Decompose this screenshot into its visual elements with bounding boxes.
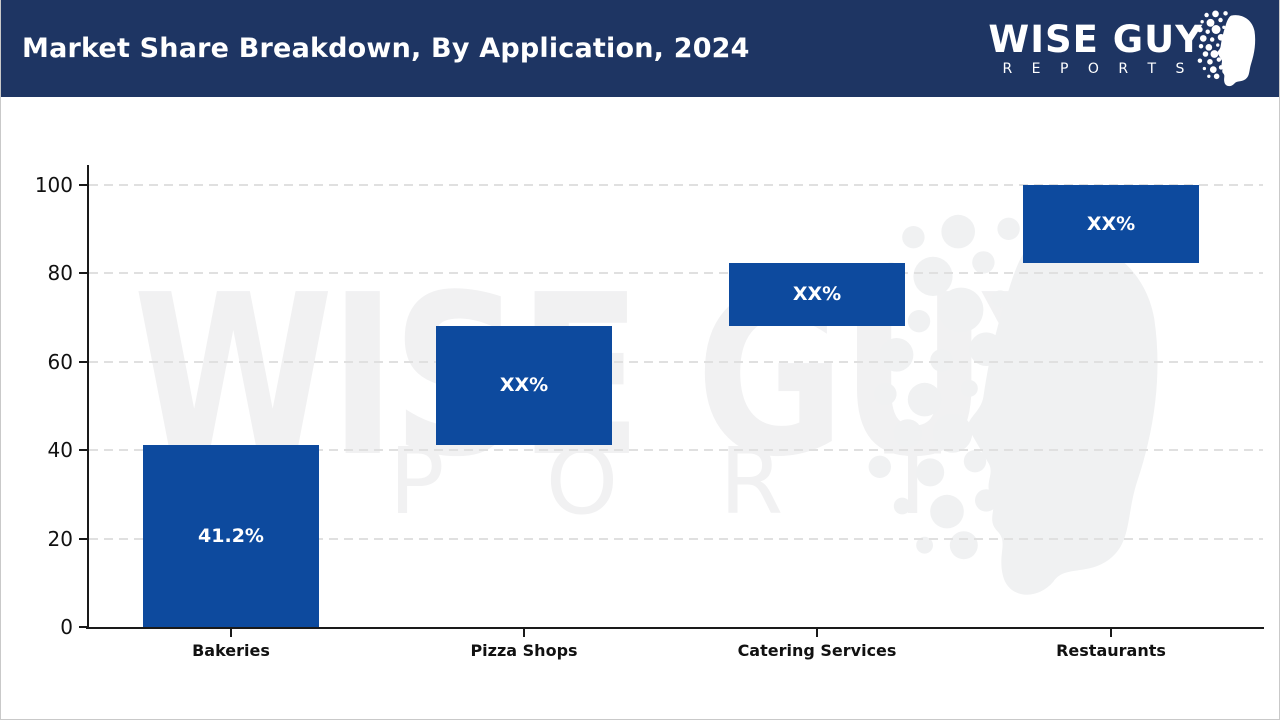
y-tick-mark-60 <box>79 360 87 363</box>
x-tick-label-bakeries: Bakeries <box>192 641 270 660</box>
gridline-80 <box>89 272 1263 275</box>
x-tick-mark-pizza-shops <box>523 629 525 637</box>
logo-wordmark: WISE GUY <box>988 18 1203 62</box>
x-tick-label-pizza-shops: Pizza Shops <box>470 641 578 660</box>
y-tick-mark-100 <box>79 184 87 186</box>
bar-value-label: XX% <box>1086 212 1136 235</box>
bar-value-label: XX% <box>792 283 842 306</box>
y-tick-label-80: 80 <box>47 261 73 286</box>
x-axis <box>86 627 1264 629</box>
y-tick-label-40: 40 <box>47 438 73 463</box>
y-tick-mark-20 <box>79 537 87 540</box>
bar-value-label: XX% <box>499 374 549 397</box>
logo-subtext: R E P O R T S <box>1002 60 1192 77</box>
x-tick-mark-catering-services <box>816 629 818 637</box>
bar-bakeries: 41.2% <box>143 444 319 627</box>
y-tick-label-100: 100 <box>34 173 73 197</box>
gridline-20 <box>89 537 1263 540</box>
bar-pizza-shops: XX% <box>436 325 612 445</box>
bar-catering-services: XX% <box>729 262 905 326</box>
gridline-100 <box>89 184 1263 186</box>
watermark-face-icon <box>865 214 1158 595</box>
y-tick-label-20: 20 <box>47 526 73 551</box>
chart-title: Market Share Breakdown, By Application, … <box>22 33 750 64</box>
header-bar: Market Share Breakdown, By Application, … <box>1 0 1279 97</box>
gridline-60 <box>89 360 1263 363</box>
y-tick-mark-40 <box>79 449 87 452</box>
y-tick-mark-0 <box>79 626 87 628</box>
y-tick-label-60: 60 <box>47 349 73 374</box>
bar-value-label: 41.2% <box>198 524 264 547</box>
y-tick-mark-80 <box>79 272 87 275</box>
wiseguy-logo: WISE GUY R E P O R T S <box>988 10 1269 88</box>
y-axis <box>87 165 89 629</box>
x-tick-mark-bakeries <box>230 629 232 637</box>
x-tick-mark-restaurants <box>1110 629 1112 637</box>
x-tick-label-restaurants: Restaurants <box>1056 641 1166 660</box>
gridline-40 <box>89 449 1263 452</box>
wiseguy-face-icon <box>1197 10 1256 87</box>
y-tick-label-0: 0 <box>60 615 73 639</box>
bar-restaurants: XX% <box>1023 185 1199 263</box>
x-tick-label-catering-services: Catering Services <box>737 641 897 660</box>
